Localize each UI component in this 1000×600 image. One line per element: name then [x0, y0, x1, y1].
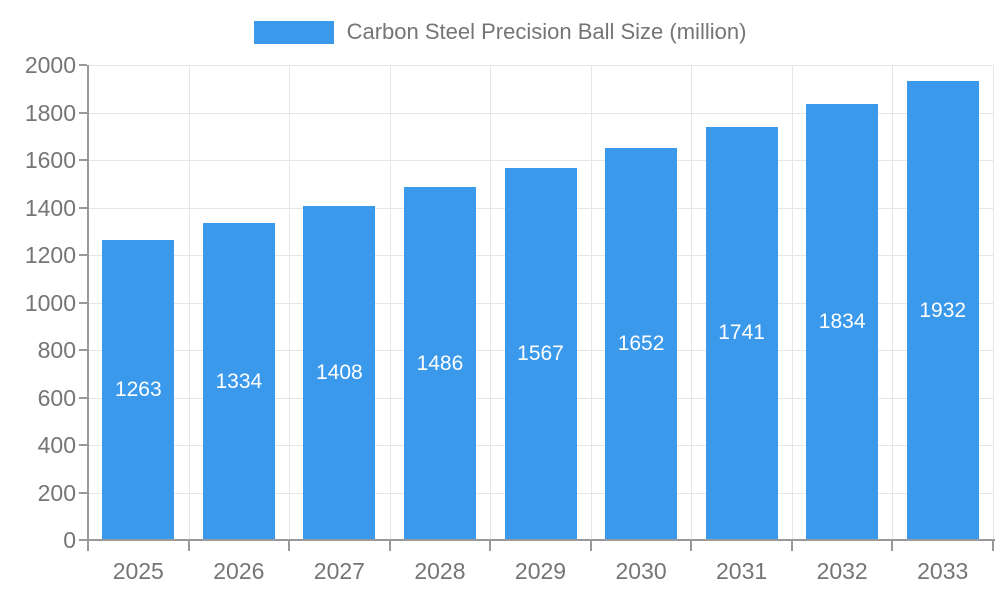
bar-2026	[202, 223, 275, 540]
bar-2031	[705, 126, 778, 540]
legend: Carbon Steel Precision Ball Size (millio…	[0, 18, 1000, 46]
x-axis-tick	[187, 540, 190, 551]
bar-2025	[102, 240, 175, 540]
x-axis-tick	[288, 540, 291, 551]
bar-value-label: 1932	[919, 298, 967, 322]
bar-value-label: 1834	[818, 310, 866, 334]
x-gridline	[389, 65, 391, 540]
x-gridline	[289, 65, 291, 540]
x-axis-tick	[589, 540, 592, 551]
bar-2030	[605, 147, 678, 540]
bar-value-label: 1263	[114, 378, 162, 402]
y-axis-tick	[79, 64, 87, 66]
x-gridline	[993, 65, 994, 540]
y-gridline	[88, 65, 993, 66]
y-gridline	[88, 160, 993, 161]
bar-2027	[303, 205, 376, 540]
bar-2029	[504, 167, 577, 540]
bar-value-label: 1486	[416, 351, 464, 375]
x-axis-label: 2026	[213, 558, 265, 584]
y-axis-tick	[79, 111, 87, 114]
y-axis-label: 1400	[24, 194, 76, 221]
x-axis-tick	[992, 540, 994, 551]
y-axis-label: 800	[37, 337, 76, 363]
y-axis-tick	[79, 159, 87, 161]
x-axis-tick	[790, 540, 793, 551]
x-axis-tick	[388, 540, 391, 551]
y-axis-tick	[79, 206, 87, 209]
y-axis-label: 1200	[24, 242, 76, 268]
x-gridline	[188, 65, 190, 540]
y-axis-label: 1800	[24, 99, 76, 126]
y-axis-tick	[79, 444, 87, 446]
x-axis-label: 2029	[514, 558, 567, 584]
x-axis-label: 2027	[313, 558, 365, 584]
bar-value-label: 1408	[316, 360, 363, 384]
y-axis-label: 1000	[24, 289, 76, 316]
x-axis-label: 2030	[615, 558, 667, 584]
bar-2032	[806, 104, 879, 540]
y-gridline	[88, 112, 993, 114]
x-gridline	[590, 65, 592, 540]
y-axis-tick	[79, 349, 87, 351]
legend-swatch	[253, 20, 334, 44]
bar-value-label: 1652	[617, 331, 665, 355]
y-axis-tick	[79, 254, 87, 256]
x-axis-label: 2032	[816, 558, 868, 584]
x-axis-tick	[87, 540, 89, 551]
y-axis-tick	[79, 396, 87, 399]
x-axis-label: 2031	[716, 558, 768, 584]
x-axis-tick	[690, 540, 693, 551]
bar-value-label: 1567	[517, 341, 564, 365]
x-axis-label: 2028	[414, 558, 466, 584]
y-axis-tick	[79, 539, 87, 541]
y-axis-label: 1600	[24, 147, 76, 173]
legend-label: Carbon Steel Precision Ball Size (millio…	[346, 19, 747, 44]
y-axis-tick	[79, 491, 87, 494]
bar-value-label: 1741	[718, 321, 765, 345]
y-axis-label: 0	[63, 527, 76, 553]
x-axis-tick	[489, 540, 492, 551]
bar-2028	[403, 187, 476, 540]
y-axis-label: 600	[37, 384, 76, 411]
y-axis-label: 400	[37, 432, 76, 458]
x-axis-line	[87, 539, 995, 541]
x-axis-label: 2033	[917, 558, 969, 584]
y-axis-line	[87, 65, 89, 541]
x-gridline	[892, 65, 894, 540]
x-gridline	[691, 65, 693, 540]
bar-value-label: 1334	[215, 369, 263, 393]
y-axis-tick	[79, 301, 87, 304]
bar-2033	[906, 81, 979, 540]
y-axis-label: 2000	[24, 52, 76, 78]
x-gridline	[490, 65, 492, 540]
x-axis-label: 2025	[112, 558, 164, 584]
y-axis-label: 200	[37, 479, 76, 506]
x-gridline	[791, 65, 793, 540]
x-axis-tick	[891, 540, 894, 551]
